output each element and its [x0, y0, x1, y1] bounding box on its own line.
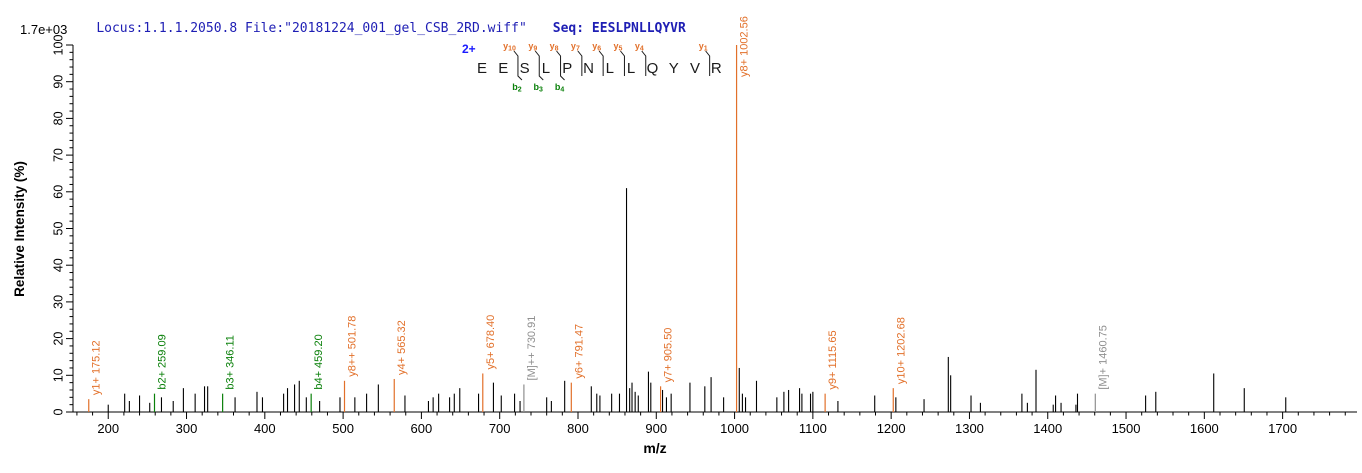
residue-letter: N [583, 60, 594, 77]
residue-letter: L [542, 60, 550, 77]
y-tick-label: 0 [51, 408, 65, 415]
y-tick-label: 100 [51, 35, 65, 56]
y-ion-label: y7 [571, 41, 580, 53]
x-tick-label: 200 [97, 421, 119, 436]
x-axis-title: m/z [643, 440, 666, 456]
y-tick-label: 90 [51, 75, 65, 89]
y-tick-label: 80 [51, 111, 65, 125]
y-tick-label: 40 [51, 258, 65, 272]
peak-label: y5+ 678.40 [485, 315, 497, 370]
y-tick-label: 70 [51, 148, 65, 162]
x-tick-label: 800 [567, 421, 589, 436]
residue-letter: E [498, 60, 508, 77]
x-tick-label: 1600 [1190, 421, 1219, 436]
peak-label: y6+ 791.47 [573, 324, 585, 379]
x-tick-label: 700 [489, 421, 511, 436]
x-tick-label: 1300 [955, 421, 984, 436]
x-tick-label: 900 [645, 421, 667, 436]
residue-letter: Q [647, 60, 659, 77]
y-scale-note: 1.7e+03 [20, 22, 67, 37]
x-tick-label: 300 [176, 421, 198, 436]
peak-label: [M]++ 730.91 [526, 316, 538, 381]
peak-label: b4+ 459.20 [313, 334, 325, 389]
y-tick-label: 30 [51, 295, 65, 309]
peak-label: y1+ 175.12 [91, 340, 103, 395]
x-tick-label: 600 [411, 421, 433, 436]
y-tick-label: 20 [51, 332, 65, 346]
residue-letter: L [627, 60, 635, 77]
x-tick-label: 1500 [1112, 421, 1141, 436]
peak-label: y7+ 905.50 [663, 328, 675, 383]
b-ion-label: b4 [555, 82, 565, 94]
cleavage-mark [534, 50, 544, 81]
y-ion-label: y1 [699, 41, 708, 53]
b-ion-label: b3 [534, 82, 544, 94]
sequence-header-label: Seq: EESLPNLLQYVR [552, 21, 686, 36]
precursor-charge-label: 2+ [462, 42, 476, 56]
peak-label: b3+ 346.11 [225, 335, 237, 390]
cleavage-mark [598, 50, 604, 76]
spectrum-header: Locus:1.1.1.2050.8 File:"20181224_001_ge… [65, 6, 686, 51]
y-ion-label: y9 [528, 41, 537, 53]
peak-label: b2+ 259.09 [156, 334, 168, 389]
residue-letter: P [562, 60, 572, 77]
y-ion-label: y10 [503, 41, 516, 53]
peak-label: y8++ 501.78 [347, 316, 359, 377]
residue-letter: L [606, 60, 614, 77]
residue-letter: V [690, 60, 700, 77]
b-ion-label: b2 [512, 82, 522, 94]
cleavage-mark [620, 50, 625, 76]
cleavage-mark [556, 50, 565, 81]
peak-label: y10+ 1202.68 [895, 317, 907, 384]
residue-letter: E [477, 60, 487, 77]
cleavage-mark [705, 50, 711, 76]
x-tick-label: 400 [254, 421, 276, 436]
peak-label: y4+ 565.32 [396, 320, 408, 375]
y-tick-label: 50 [51, 222, 65, 236]
y-tick-label: 60 [51, 185, 65, 199]
locus-file-label: Locus:1.1.1.2050.8 File:"20181224_001_ge… [96, 21, 527, 36]
residue-letter: Y [669, 60, 679, 77]
y-ion-label: y8 [550, 41, 559, 53]
y-ion-label: y5 [614, 41, 623, 53]
x-tick-label: 1200 [877, 421, 906, 436]
cleavage-mark [577, 50, 583, 76]
y-tick-label: 10 [51, 368, 65, 382]
cleavage-mark [641, 50, 647, 76]
peak-label: y8+ 1002.56 [739, 16, 751, 77]
y-ion-label: y4 [635, 41, 644, 53]
y-axis-title: Relative Intensity (%) [12, 161, 27, 297]
cleavage-mark [513, 50, 523, 81]
x-tick-label: 1100 [799, 421, 827, 436]
x-tick-label: 500 [332, 421, 354, 436]
x-tick-label: 1000 [720, 421, 749, 436]
x-tick-label: 1400 [1033, 421, 1062, 436]
x-tick-label: 1700 [1268, 421, 1297, 436]
peak-label: y9+ 1115.65 [827, 330, 839, 389]
residue-letter: S [520, 60, 530, 77]
residue-letter: R [711, 60, 722, 77]
peak-label: [M]+ 1460.75 [1097, 325, 1109, 390]
y-ion-label: y6 [592, 41, 601, 53]
